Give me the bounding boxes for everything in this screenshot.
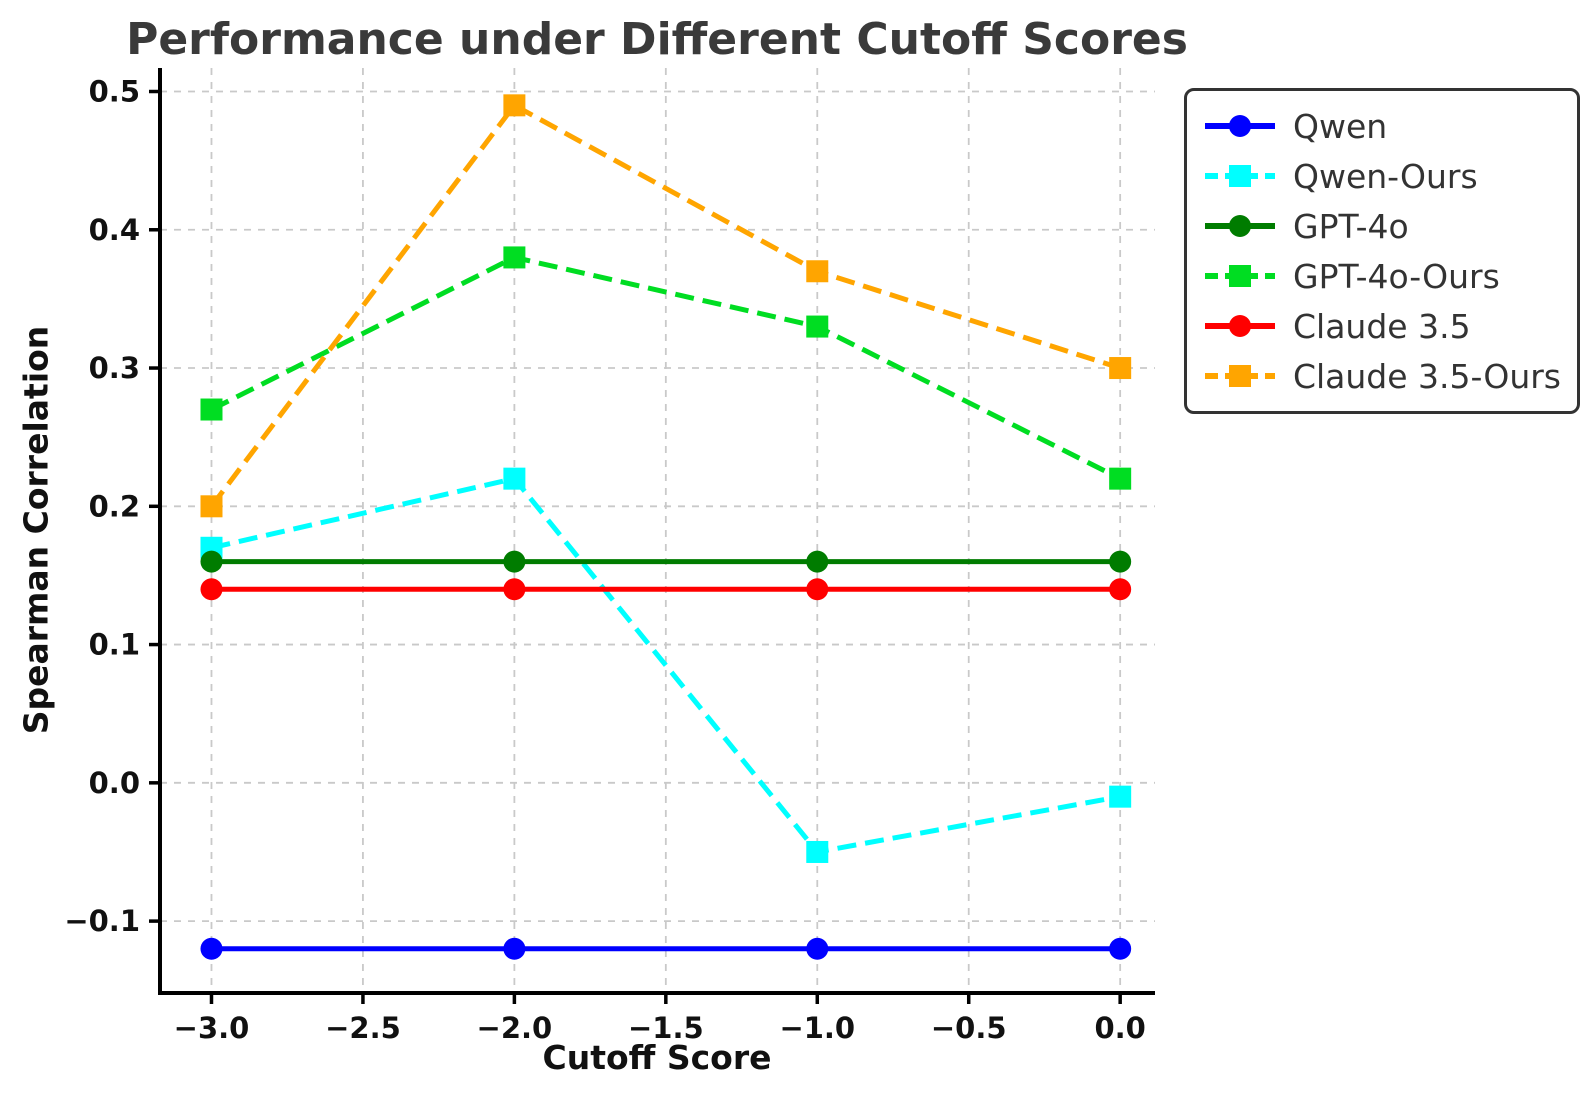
legend-marker-qwen-ours <box>1205 165 1275 187</box>
data-point-qwen <box>806 937 829 960</box>
data-point-qwen-ours <box>1109 785 1132 808</box>
y-axis-label: Spearman Correlation <box>16 325 56 735</box>
y-tick-label: 0.2 <box>89 489 140 523</box>
data-point-gpt-4o-ours <box>806 315 829 338</box>
series-line-qwen-ours <box>210 475 1121 855</box>
x-tick-label: −2.5 <box>325 1011 401 1045</box>
data-point-claude-3-5-ours <box>806 260 829 283</box>
legend-label: GPT-4o-Ours <box>1293 256 1500 296</box>
legend-marker-claude-3-5 <box>1205 315 1275 337</box>
data-point-claude-3-5 <box>1109 578 1132 601</box>
data-point-claude-3-5 <box>200 578 223 601</box>
y-tick-label: 0.5 <box>89 75 140 109</box>
x-tick-label: 0.0 <box>1094 1011 1145 1045</box>
legend-label: Qwen-Ours <box>1293 156 1478 196</box>
data-point-qwen <box>1109 937 1132 960</box>
x-tick-label: −1.5 <box>628 1011 704 1045</box>
legend-marker-qwen <box>1205 115 1275 137</box>
data-point-claude-3-5-ours <box>200 495 223 518</box>
legend-item-qwen-ours: Qwen-Ours <box>1203 153 1561 199</box>
series-line-gpt-4o-ours <box>210 254 1122 481</box>
legend: Qwen Qwen-Ours GPT-4o GPT-4o-Ours Claude 3.5… <box>1184 88 1580 414</box>
data-point-claude-3-5 <box>503 578 526 601</box>
legend-label: Claude 3.5 <box>1293 306 1471 346</box>
data-point-gpt-4o <box>503 550 526 573</box>
legend-item-gpt-4o: GPT-4o <box>1203 203 1561 249</box>
data-point-gpt-4o-ours <box>1109 467 1132 490</box>
y-tick-label: 0.3 <box>89 351 140 385</box>
legend-item-qwen: Qwen <box>1203 103 1561 149</box>
data-point-gpt-4o <box>200 550 223 573</box>
data-point-qwen-ours <box>806 840 829 863</box>
legend-item-claude-3-5-ours: Claude 3.5-Ours <box>1203 353 1561 399</box>
data-point-gpt-4o-ours <box>503 246 526 269</box>
legend-marker-sample <box>1229 315 1251 337</box>
x-axis-label: Cutoff Score <box>542 1038 772 1077</box>
data-point-gpt-4o <box>806 550 829 573</box>
legend-item-claude-3-5: Claude 3.5 <box>1203 303 1561 349</box>
y-tick-label: 0.0 <box>89 766 140 800</box>
legend-marker-gpt-4o <box>1205 215 1275 237</box>
data-point-qwen <box>503 937 526 960</box>
data-point-gpt-4o-ours <box>200 398 223 421</box>
data-point-claude-3-5-ours <box>1109 357 1132 380</box>
legend-marker-gpt-4o-ours <box>1205 265 1275 287</box>
legend-label: Qwen <box>1293 106 1388 146</box>
legend-label: GPT-4o <box>1293 206 1409 246</box>
series-line-claude-3-5-ours <box>209 102 1121 508</box>
y-tick-label: 0.1 <box>89 628 140 662</box>
chart-title: Performance under Different Cutoff Score… <box>126 14 1188 65</box>
x-tick-label: −1.0 <box>779 1011 855 1045</box>
legend-label: Claude 3.5-Ours <box>1292 356 1561 396</box>
y-tick-label: 0.4 <box>89 213 140 247</box>
legend-marker-sample <box>1229 215 1251 237</box>
data-point-qwen-ours <box>503 467 526 490</box>
legend-marker-sample <box>1229 165 1251 187</box>
x-tick-label: −3.0 <box>174 1011 250 1045</box>
x-tick-label: −2.0 <box>477 1011 553 1045</box>
y-tick-label: −0.1 <box>64 904 140 938</box>
legend-marker-sample <box>1229 265 1251 287</box>
legend-item-gpt-4o-ours: GPT-4o-Ours <box>1203 253 1561 299</box>
legend-marker-sample <box>1229 365 1251 387</box>
data-point-claude-3-5-ours <box>503 94 526 117</box>
data-point-claude-3-5 <box>806 578 829 601</box>
legend-marker-sample <box>1229 115 1251 137</box>
x-tick-label: −0.5 <box>931 1011 1007 1045</box>
data-point-qwen <box>200 937 223 960</box>
legend-marker-claude-3-5-ours <box>1205 365 1275 387</box>
data-point-gpt-4o <box>1109 550 1132 573</box>
